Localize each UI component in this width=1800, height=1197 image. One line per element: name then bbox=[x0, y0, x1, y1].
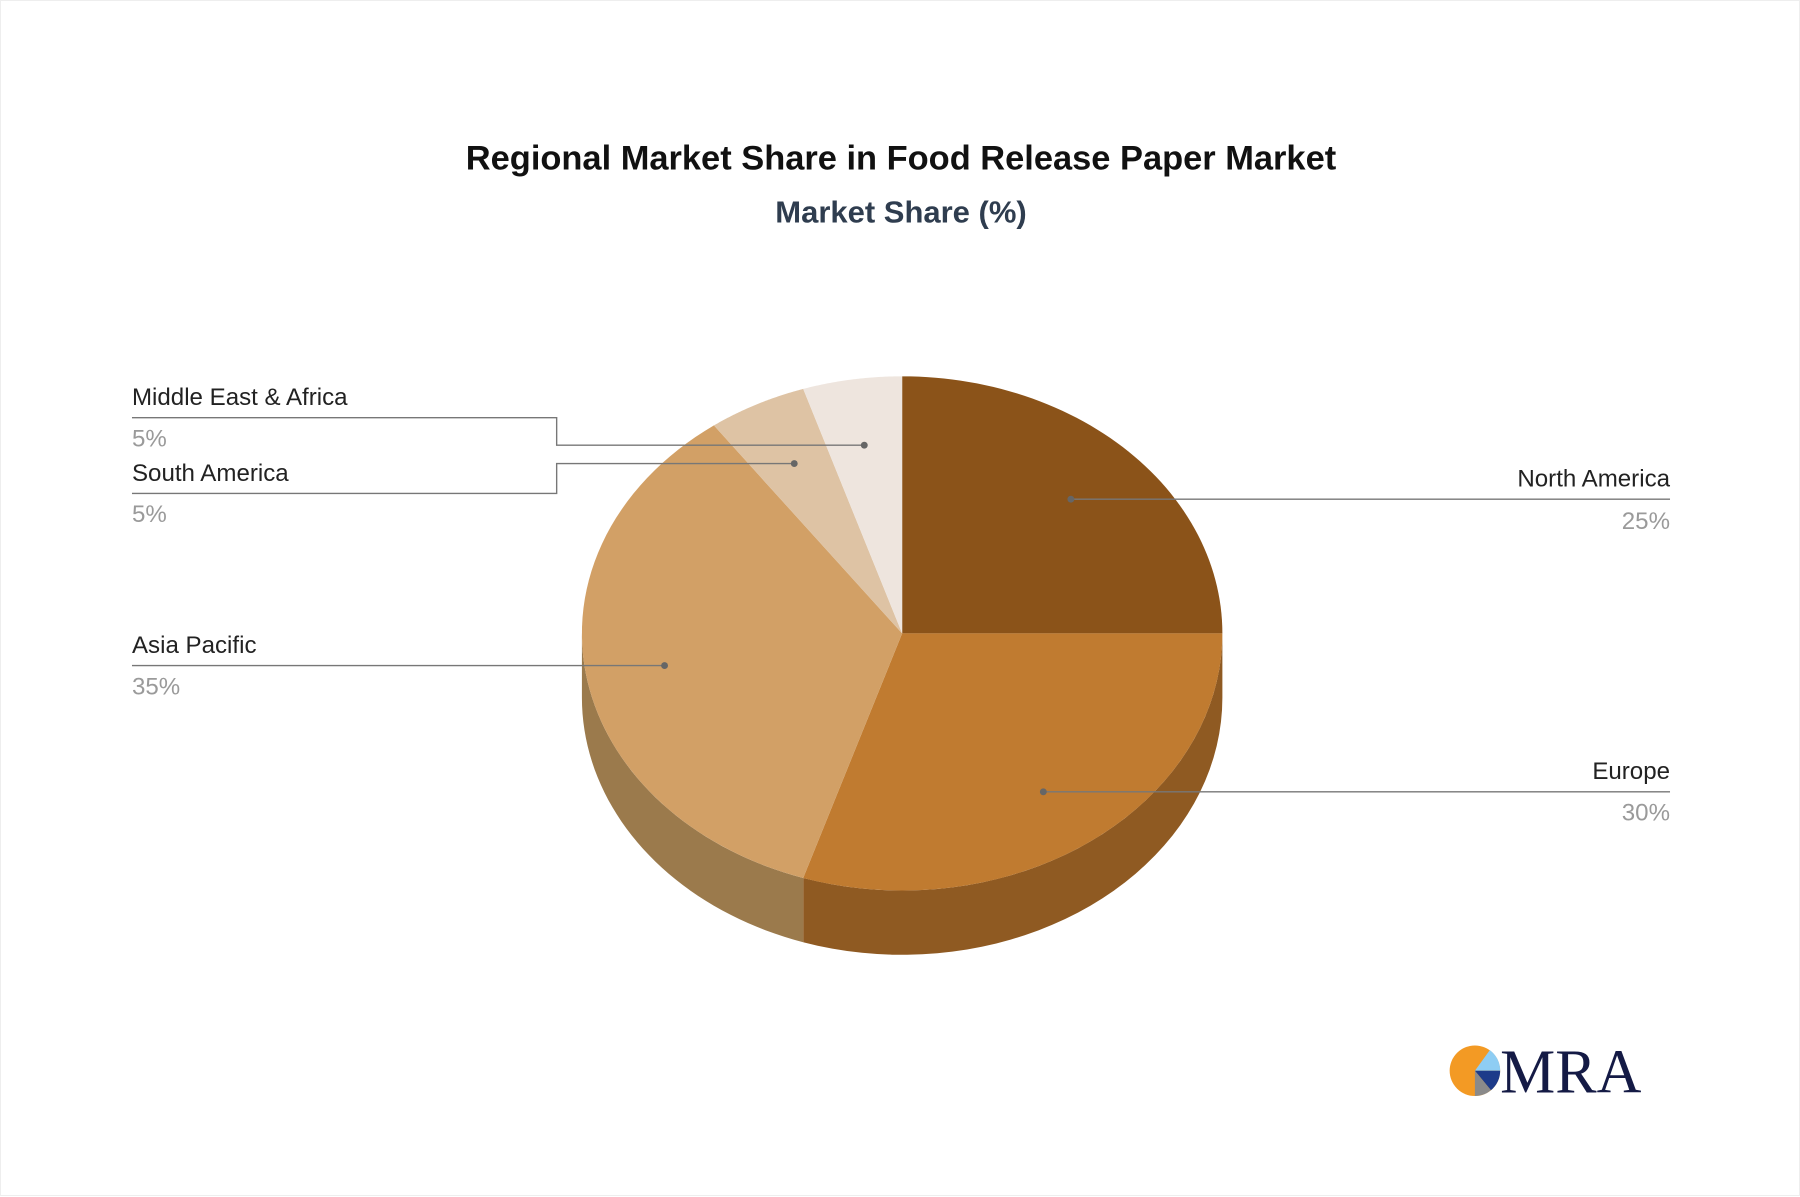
pie-slice-asia-pacific[interactable] bbox=[581, 425, 903, 878]
mra-logo: MRA bbox=[1449, 1039, 1642, 1107]
leader-dot-north-america bbox=[1067, 495, 1075, 503]
logo-text: MRA bbox=[1500, 1039, 1641, 1107]
pie-slice-europe[interactable] bbox=[803, 633, 1223, 891]
leader-dot-asia-pacific bbox=[661, 662, 668, 670]
chart-title: Regional Market Share in Food Release Pa… bbox=[466, 140, 1337, 178]
pie-slice-middle-east-africa[interactable] bbox=[803, 376, 903, 634]
label-north-america: North America bbox=[1517, 466, 1670, 493]
label-europe: Europe bbox=[1592, 758, 1670, 785]
pie-labels: North America 25% Europe 30% Asia Pacific 35%… bbox=[131, 384, 1671, 827]
label-middle-east-africa: Middle East & Africa bbox=[132, 384, 348, 411]
value-label-south-america: 5% bbox=[132, 501, 167, 528]
value-label-europe: 30% bbox=[1622, 800, 1670, 827]
pie-slices bbox=[581, 376, 1223, 891]
pie-slice-north-america[interactable] bbox=[902, 376, 1223, 634]
label-asia-pacific: Asia Pacific bbox=[132, 632, 257, 659]
leader-dot-south-america bbox=[790, 460, 798, 468]
pie-side-europe bbox=[803, 633, 1223, 955]
chart-subtitle: Market Share (%) bbox=[775, 195, 1026, 230]
pie-sides bbox=[581, 633, 1223, 955]
leader-dot-europe bbox=[1039, 788, 1047, 796]
pie-slice-south-america[interactable] bbox=[713, 388, 903, 634]
value-label-middle-east-africa: 5% bbox=[132, 425, 167, 452]
label-south-america: South America bbox=[132, 460, 289, 487]
value-label-north-america: 25% bbox=[1622, 508, 1670, 535]
leader-line-middle-east-africa bbox=[131, 416, 865, 446]
value-label-asia-pacific: 35% bbox=[132, 673, 180, 700]
leader-dot-middle-east-africa bbox=[860, 441, 868, 449]
pie-side-asia-pacific bbox=[581, 633, 804, 943]
leader-line-south-america bbox=[131, 462, 795, 495]
